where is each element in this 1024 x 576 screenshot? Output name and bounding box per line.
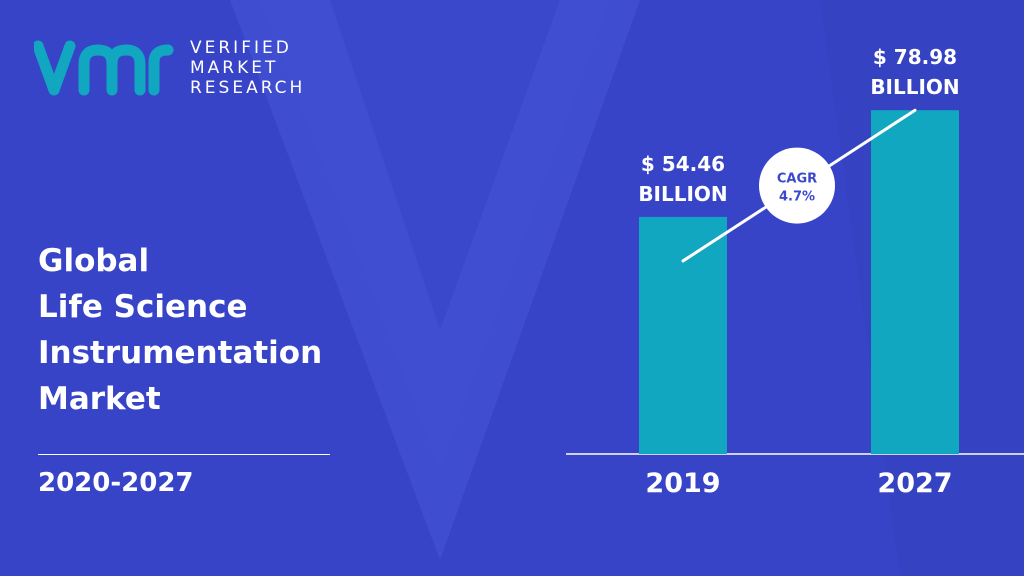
brand-line-3: RESEARCH <box>190 78 306 98</box>
category-label-2027: 2027 <box>877 468 952 499</box>
cagr-badge <box>759 147 835 224</box>
value-label-2027-line-1: $ 78.98 <box>873 45 957 69</box>
bar-2027 <box>871 110 959 454</box>
value-label-2027-line-2: BILLION <box>870 75 959 99</box>
brand-line-2: MARKET <box>190 58 279 78</box>
title-line-1: Global <box>38 243 150 279</box>
title-line-3: Instrumentation <box>38 335 323 371</box>
brand-line-1: VERIFIED <box>190 38 292 58</box>
category-label-2019: 2019 <box>645 468 720 499</box>
forecast-period: 2020-2027 <box>38 468 194 498</box>
bar-2019 <box>639 216 727 454</box>
title-divider <box>38 454 330 455</box>
value-label-2019-line-1: $ 54.46 <box>641 152 725 176</box>
vmr-logo-icon <box>34 40 174 96</box>
brand-name: VERIFIED MARKET RESEARCH <box>190 38 305 98</box>
title-line-2: Life Science <box>38 289 248 325</box>
value-label-2019-line-2: BILLION <box>638 182 727 206</box>
cagr-value: 4.7% <box>779 190 815 205</box>
brand-logo: VERIFIED MARKET RESEARCH <box>34 38 305 98</box>
cagr-label: CAGR <box>777 172 817 187</box>
page-title: Global Life Science Instrumentation Mark… <box>38 238 322 422</box>
title-line-4: Market <box>38 381 161 417</box>
